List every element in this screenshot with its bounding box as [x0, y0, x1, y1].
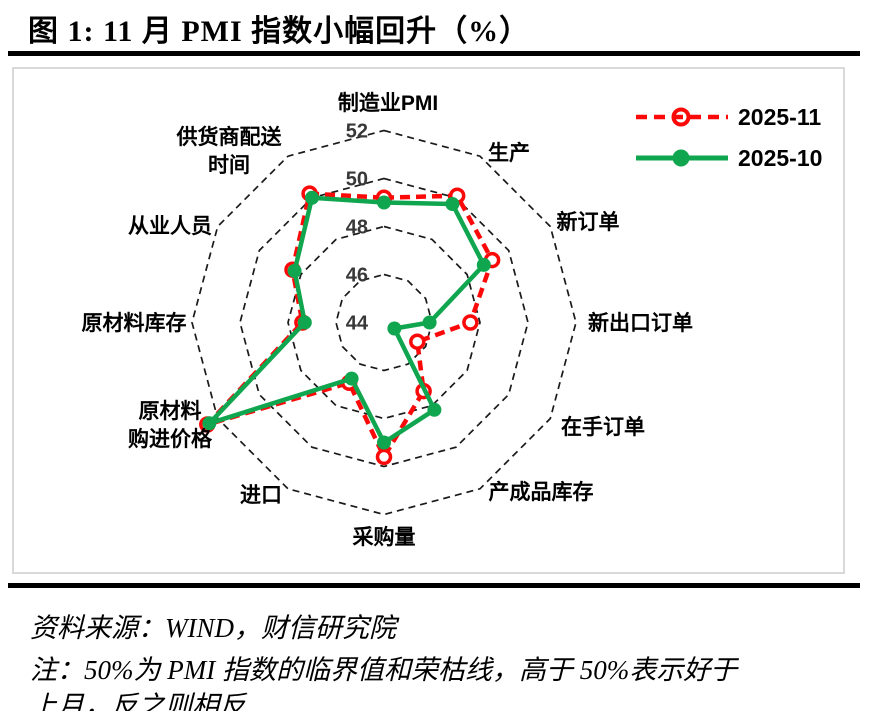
- grid-ring-46: [335, 273, 433, 372]
- tick-label-48: 48: [346, 217, 368, 239]
- category-label-采购量: 采购量: [353, 525, 416, 549]
- tick-label-46: 46: [346, 265, 368, 287]
- legend-marker-2025-10: [672, 149, 690, 167]
- source-text: 资料来源：WIND，财信研究院: [30, 613, 396, 643]
- category-label-从业人员: 从业人员: [128, 215, 212, 238]
- grid-ring-48: [287, 225, 481, 420]
- note-text-line1: 注：50%为 PMI 指数的临界值和荣枯线，高于 50%表示好于: [30, 655, 738, 685]
- data-point-2025-10-制造业PMI: [377, 195, 391, 210]
- figure-title: 图 1: 11 月 PMI 指数小幅回升（%）: [28, 15, 531, 48]
- category-label-生产: 生产: [488, 141, 530, 165]
- title-divider: [8, 51, 860, 56]
- grid-ring-52: [191, 129, 577, 516]
- footer-divider: [8, 583, 860, 588]
- tick-label-44: 44: [346, 313, 369, 335]
- category-label-新出口订单: 新出口订单: [588, 311, 693, 335]
- note-text-line2: 上月，反之则相反: [30, 691, 246, 711]
- data-point-2025-10-新订单: [476, 257, 491, 272]
- data-point-2025-10-原材料库存: [297, 315, 312, 330]
- data-point-2025-10-供货商配送时间: [305, 190, 319, 205]
- category-label-产成品库存: 产成品库存: [489, 480, 594, 504]
- data-point-2025-10-采购量: [377, 435, 391, 450]
- legend-label-2025-11: 2025-11: [738, 104, 821, 130]
- data-point-2025-10-从业人员: [287, 263, 302, 278]
- data-point-2025-11-在手订单: [409, 333, 426, 350]
- data-point-2025-10-新出口订单: [422, 315, 437, 330]
- tick-label-50: 50: [346, 169, 368, 191]
- category-label-原材料库存: 原材料库存: [82, 311, 187, 335]
- data-point-2025-10-产成品库存: [427, 402, 442, 417]
- data-point-2025-10-在手订单: [387, 321, 402, 336]
- category-label-进口: 进口: [240, 484, 282, 507]
- data-point-2025-11-新出口订单: [462, 314, 479, 331]
- data-point-2025-10-进口: [344, 371, 359, 386]
- data-point-2025-10-生产: [445, 197, 460, 211]
- tick-label-52: 52: [346, 121, 368, 143]
- category-label-供货商配送时间: 供货商配送时间: [176, 125, 283, 177]
- category-label-新订单: 新订单: [557, 210, 620, 234]
- category-label-在手订单: 在手订单: [561, 415, 645, 439]
- category-label-原材料购进价格: 原材料购进价格: [128, 399, 213, 451]
- legend-marker-2025-11: [671, 107, 691, 127]
- data-point-2025-11-采购量: [375, 448, 393, 466]
- data-point-2025-10-原材料购进价格: [202, 416, 217, 431]
- legend-label-2025-10: 2025-10: [738, 145, 822, 171]
- grid-ring-50: [239, 177, 529, 468]
- category-label-制造业PMI: 制造业PMI: [338, 91, 438, 115]
